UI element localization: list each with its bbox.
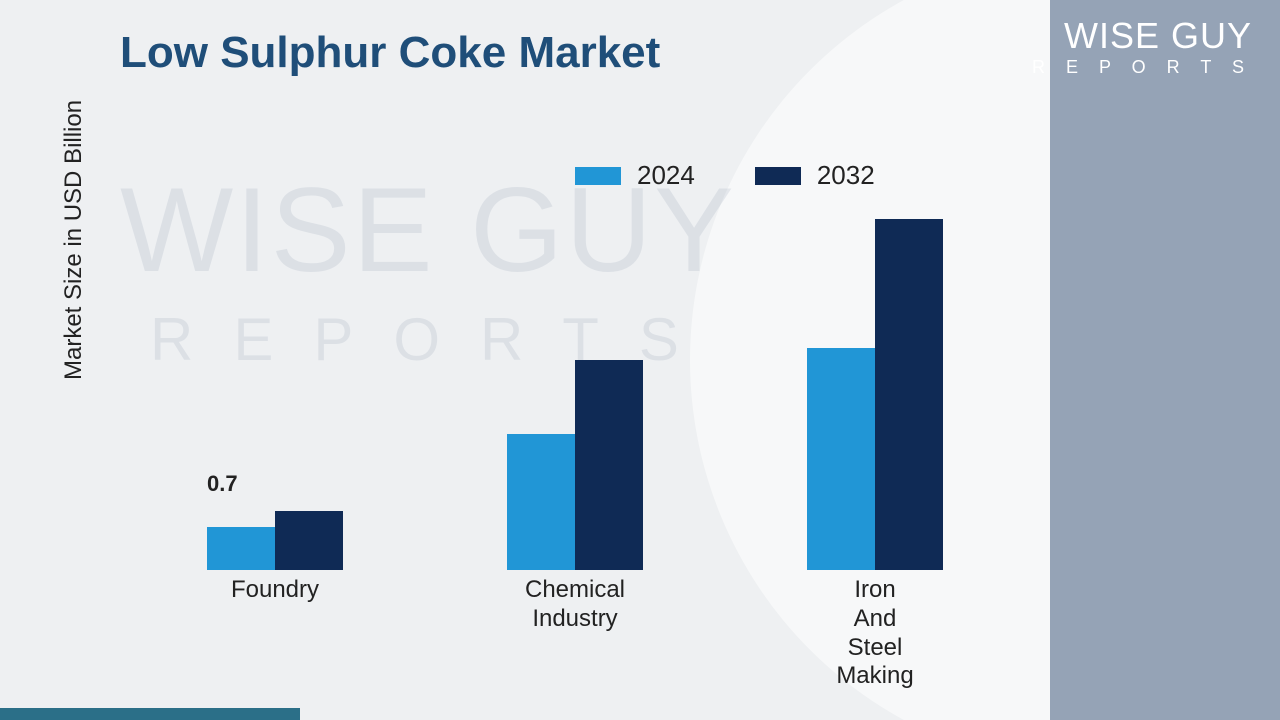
brand-line2: R E P O R T S bbox=[1032, 58, 1252, 76]
legend: 2024 2032 bbox=[575, 160, 875, 191]
category-label: Foundry bbox=[195, 570, 355, 605]
plot-area: Foundry0.7ChemicalIndustryIronAndSteelMa… bbox=[120, 200, 1020, 590]
legend-item-2032: 2032 bbox=[755, 160, 875, 191]
bar bbox=[507, 434, 575, 570]
bottom-accent-bar bbox=[0, 708, 300, 720]
bar bbox=[875, 219, 943, 571]
bar bbox=[807, 348, 875, 570]
legend-swatch-icon bbox=[575, 167, 621, 185]
y-axis-label: Market Size in USD Billion bbox=[60, 100, 88, 380]
category-label: IronAndSteelMaking bbox=[795, 570, 955, 691]
legend-item-2024: 2024 bbox=[575, 160, 695, 191]
bar bbox=[575, 360, 643, 570]
legend-label: 2024 bbox=[637, 160, 695, 191]
bar bbox=[275, 511, 343, 570]
brand-line1: WISE GUY bbox=[1032, 18, 1252, 54]
bar bbox=[207, 527, 275, 570]
value-label: 0.7 bbox=[207, 471, 238, 497]
legend-label: 2032 bbox=[817, 160, 875, 191]
chart-canvas: WISE GUY R E P O R T S WISE GUY REPORTS … bbox=[0, 0, 1280, 720]
category-label: ChemicalIndustry bbox=[495, 570, 655, 634]
chart-title: Low Sulphur Coke Market bbox=[120, 28, 660, 78]
brand-logo: WISE GUY R E P O R T S bbox=[1032, 18, 1252, 76]
legend-swatch-icon bbox=[755, 167, 801, 185]
